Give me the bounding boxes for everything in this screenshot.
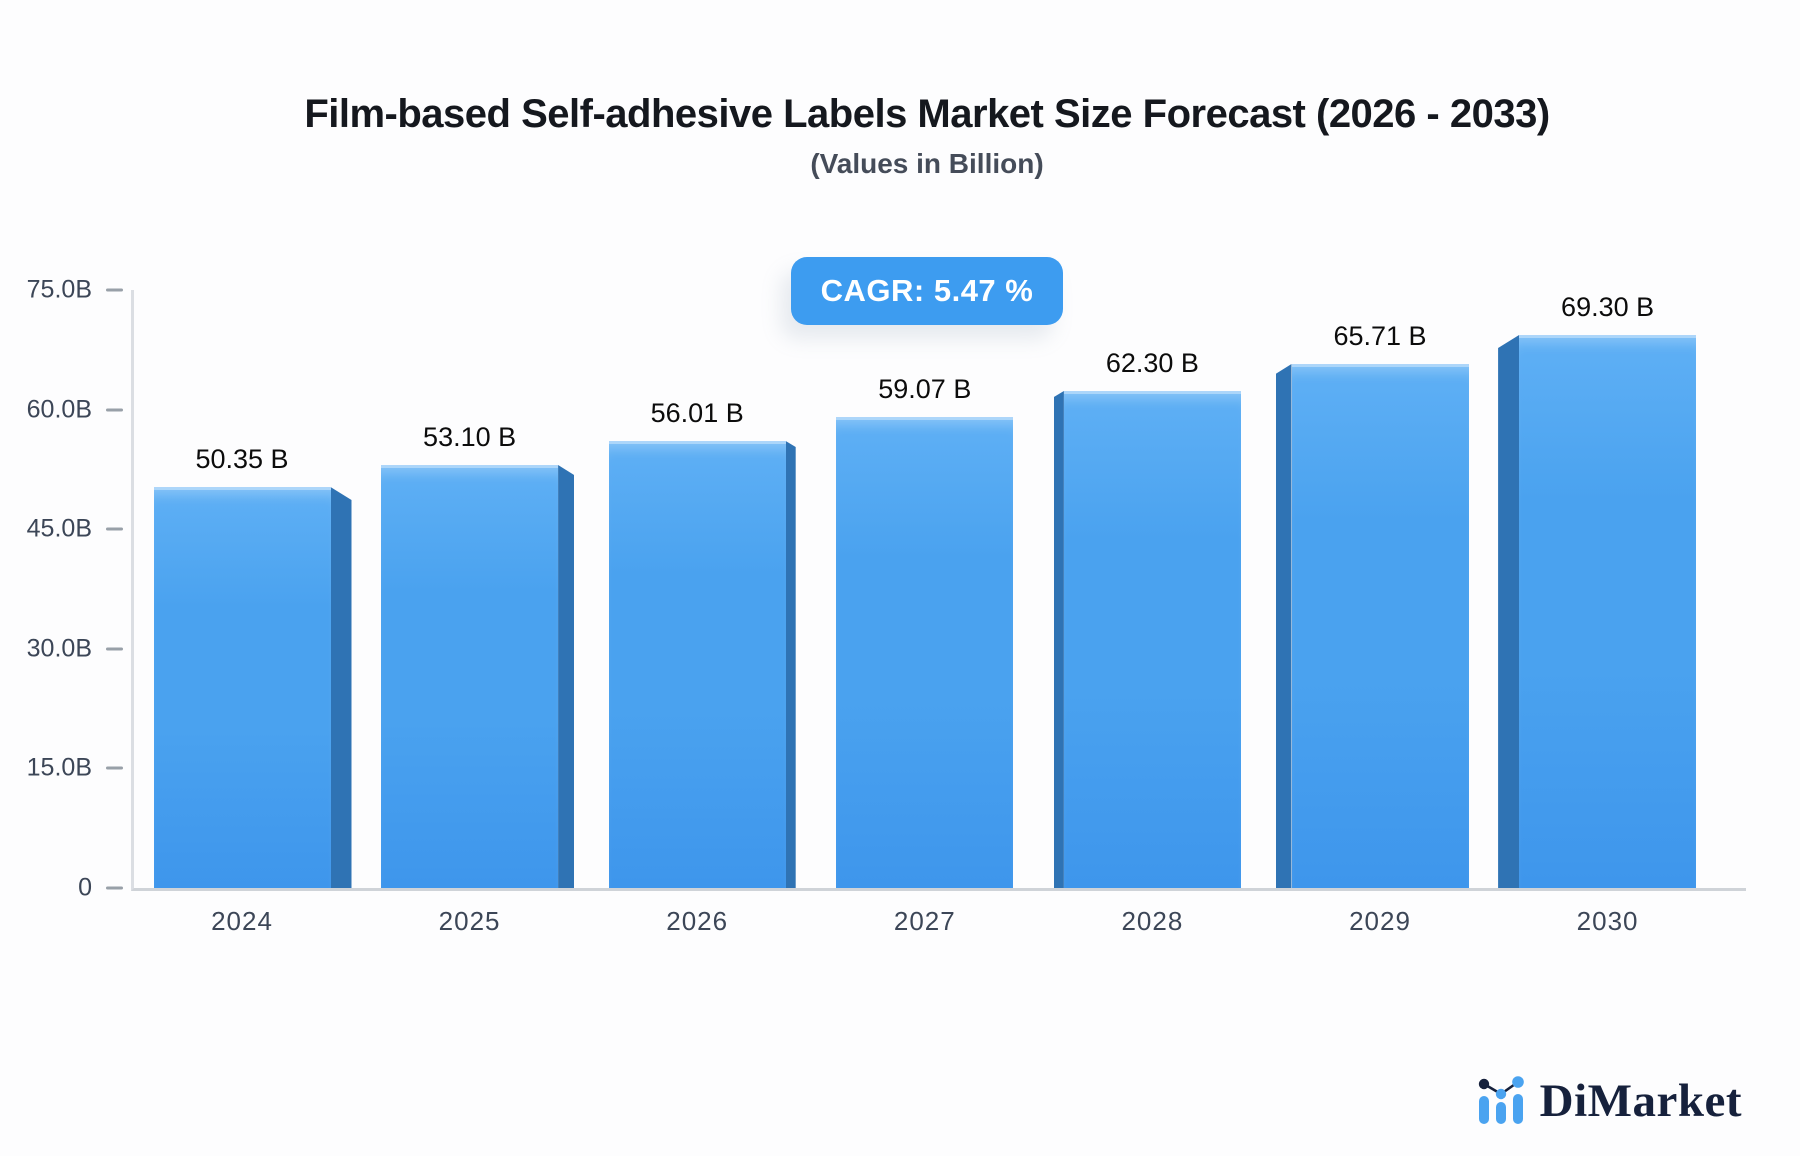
bar-front-face: [608, 441, 786, 888]
x-tick-label: 2026: [666, 906, 729, 936]
x-tick-label: 2029: [1349, 906, 1411, 936]
bar-value-label: 56.01 B: [650, 398, 744, 428]
bar-2027: 59.07 B: [836, 374, 1014, 888]
x-tick-label: 2030: [1576, 906, 1639, 936]
x-tick-label: 2024: [211, 906, 273, 936]
bar-value-label: 65.71 B: [1333, 321, 1427, 351]
bar-front-face: [1519, 335, 1697, 888]
y-axis-tick: 15.0B: [27, 754, 123, 783]
y-axis-tick: 30.0B: [27, 634, 123, 663]
bar-front-face: [1291, 364, 1469, 888]
chart-subtitle: (Values in Billion): [810, 148, 1044, 179]
bar-2026: 56.01 B: [608, 398, 796, 888]
y-axis-tick: 60.0B: [27, 395, 123, 424]
bar-side-face: [785, 441, 796, 888]
bar-side-face: [1498, 335, 1520, 888]
brand-logo: DiMarket: [1475, 1074, 1742, 1128]
y-axis-tick: 45.0B: [27, 515, 123, 544]
y-tick-label: 15.0B: [26, 753, 92, 782]
y-tick-label: 0: [78, 873, 92, 902]
bar-front-face: [836, 417, 1014, 888]
bar-front-face: [381, 465, 559, 888]
x-tick-label: 2025: [438, 906, 501, 936]
y-axis-tick: 0: [78, 874, 123, 903]
y-tick-dash-icon: [106, 886, 123, 890]
y-tick-label: 30.0B: [26, 634, 92, 663]
y-tick-dash-icon: [106, 766, 123, 770]
bar-side-face: [558, 465, 575, 888]
bar-side-face: [1275, 364, 1292, 888]
bar-value-label: 69.30 B: [1561, 292, 1655, 322]
bar-side-face: [1053, 391, 1064, 888]
y-tick-label: 45.0B: [26, 514, 92, 543]
x-tick-label: 2028: [1121, 906, 1184, 936]
y-tick-dash-icon: [106, 527, 123, 531]
bar-2028: 62.30 B: [1053, 348, 1241, 888]
y-tick-label: 75.0B: [26, 275, 92, 304]
cagr-badge: CAGR: 5.47 %: [791, 257, 1063, 325]
bar-2029: 65.71 B: [1275, 321, 1469, 888]
bar-2024: 50.35 B: [153, 444, 352, 888]
bar-value-label: 53.10 B: [423, 422, 517, 452]
bar-chart-logo-icon: [1478, 1076, 1524, 1124]
y-tick-dash-icon: [106, 408, 123, 412]
x-tick-label: 2027: [893, 906, 956, 936]
bar-value-label: 50.35 B: [195, 444, 289, 474]
bar-value-label: 62.30 B: [1105, 348, 1199, 378]
bar-value-label: 59.07 B: [878, 374, 972, 404]
y-tick-dash-icon: [106, 647, 123, 651]
plot-area: 0 15.0B 30.0B 45.0B 60.0B 75.0B 50.35 B 2024 53.…: [27, 276, 1746, 936]
y-tick-dash-icon: [106, 288, 123, 292]
bar-front-face: [153, 487, 331, 888]
y-tick-label: 60.0B: [26, 395, 92, 424]
bar-side-face: [330, 487, 352, 888]
cagr-badge-label: CAGR: 5.47 %: [820, 273, 1034, 308]
chart-title: Film-based Self-adhesive Labels Market S…: [304, 92, 1550, 136]
y-axis-tick: 75.0B: [27, 276, 123, 305]
brand-name: DiMarket: [1539, 1075, 1742, 1127]
bar-front-face: [1063, 391, 1241, 888]
bar-2030: 69.30 B: [1498, 292, 1697, 888]
bar-2025: 53.10 B: [381, 422, 575, 888]
